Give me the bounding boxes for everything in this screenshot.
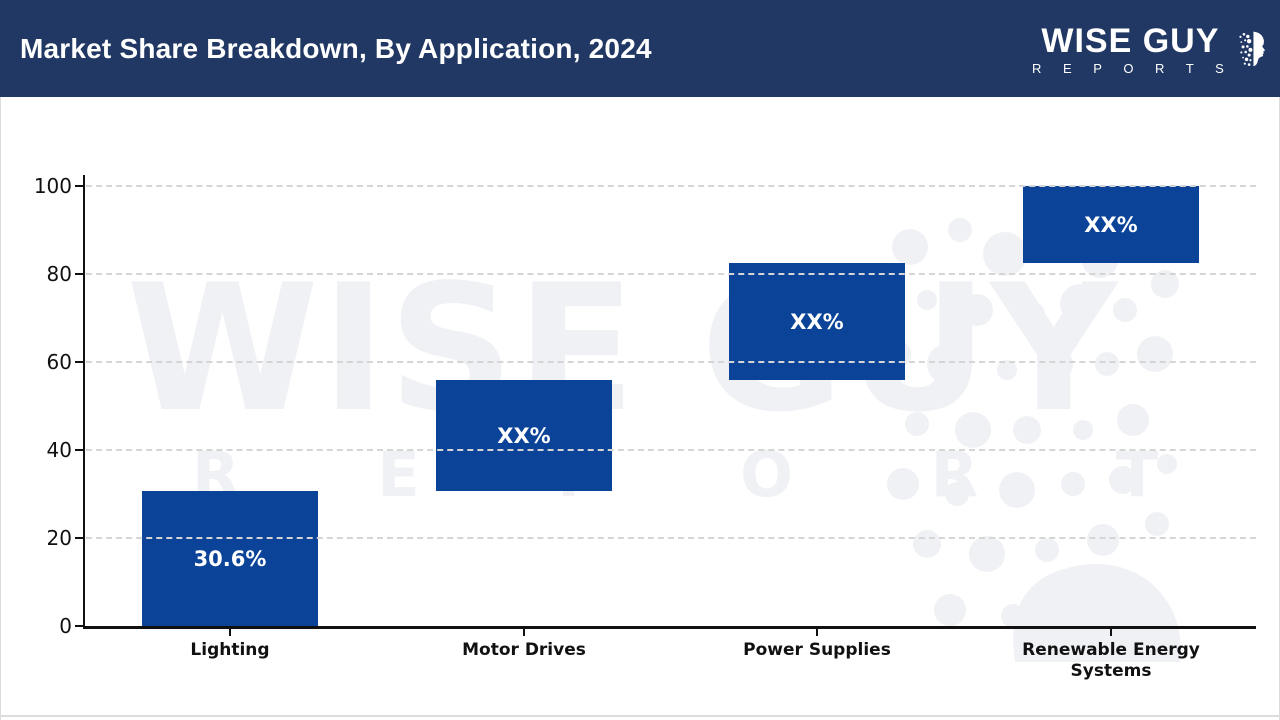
bar-value-label: 30.6% bbox=[193, 546, 267, 571]
y-tick-mark bbox=[75, 361, 84, 363]
y-tick-label: 0 bbox=[59, 614, 72, 638]
y-axis-spine bbox=[83, 175, 85, 629]
bottom-border bbox=[0, 715, 1280, 717]
y-tick-label: 40 bbox=[46, 438, 72, 462]
logo-name: WISE GUY bbox=[1041, 21, 1220, 60]
bar-value-label: XX% bbox=[1084, 212, 1138, 237]
gridline bbox=[86, 185, 1256, 187]
logo-text: WISE GUY R E P O R T S bbox=[1028, 23, 1233, 76]
y-tick-mark bbox=[75, 449, 84, 451]
y-tick-label: 20 bbox=[46, 526, 72, 550]
bar-value-label: XX% bbox=[497, 423, 551, 448]
bar-value-label: XX% bbox=[790, 309, 844, 334]
x-tick-mark bbox=[816, 629, 818, 636]
y-tick-label: 60 bbox=[46, 350, 72, 374]
y-tick-mark bbox=[75, 185, 84, 187]
x-tick-mark bbox=[229, 629, 231, 636]
gridline bbox=[86, 449, 1256, 451]
x-axis-label: Lighting bbox=[190, 640, 270, 660]
page-title: Market Share Breakdown, By Application, … bbox=[20, 32, 652, 64]
y-tick-label: 100 bbox=[33, 174, 72, 198]
watermark-face-dots bbox=[883, 218, 1181, 662]
y-tick-label: 80 bbox=[46, 262, 72, 286]
x-tick-mark bbox=[523, 629, 525, 636]
y-tick-mark bbox=[75, 537, 84, 539]
logo-face-icon bbox=[1239, 31, 1265, 67]
bar bbox=[142, 491, 318, 626]
header-bar: Market Share Breakdown, By Application, … bbox=[0, 0, 1280, 97]
logo-subtitle: R E P O R T S bbox=[1032, 60, 1233, 76]
bar bbox=[436, 380, 612, 492]
y-tick-mark bbox=[75, 625, 84, 627]
x-axis-spine bbox=[83, 626, 1256, 629]
gridline bbox=[86, 361, 1256, 363]
watermark-subtext: R E P O R T S bbox=[192, 438, 1280, 511]
gridline bbox=[86, 273, 1256, 275]
x-tick-mark bbox=[1110, 629, 1112, 636]
wise-guy-logo: WISE GUY R E P O R T S bbox=[1028, 6, 1268, 92]
x-axis-label: Motor Drives bbox=[462, 640, 586, 660]
y-tick-mark bbox=[75, 273, 84, 275]
gridline bbox=[86, 537, 1256, 539]
left-border bbox=[0, 97, 1, 720]
bar bbox=[729, 263, 905, 381]
x-axis-label: Power Supplies bbox=[743, 640, 891, 660]
x-axis-label: Renewable Energy Systems bbox=[1022, 640, 1200, 681]
plot-area: 0 20 40 60 80 100 30.6% Lighting XX% Motor Drives… bbox=[0, 97, 1280, 720]
bar bbox=[1023, 186, 1199, 264]
